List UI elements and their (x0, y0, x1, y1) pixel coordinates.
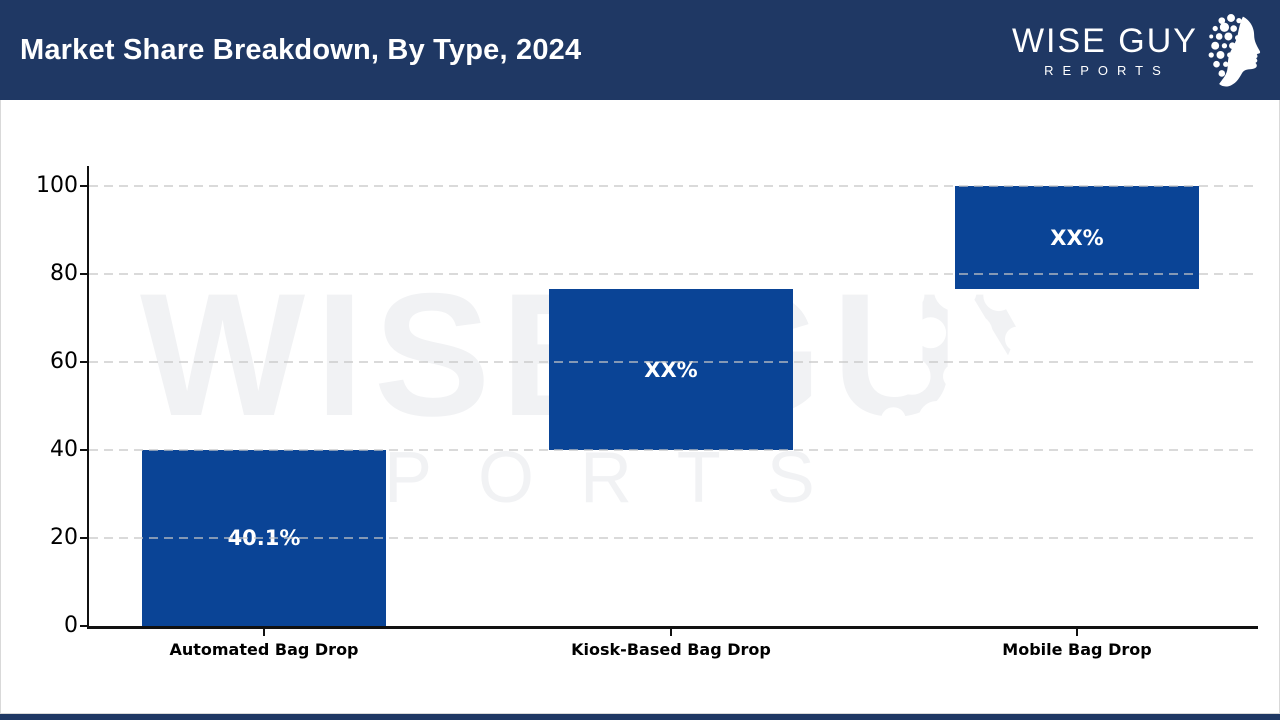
bar-value-label: XX% (1050, 225, 1104, 250)
footer-accent-bar (0, 714, 1280, 720)
x-category-label: Mobile Bag Drop (1002, 640, 1152, 659)
gridline (89, 537, 1258, 539)
y-axis-tick (80, 273, 88, 275)
bar: XX% (955, 186, 1199, 290)
y-tick-label: 40 (50, 437, 78, 462)
gridline (89, 185, 1258, 187)
gridline (89, 449, 1258, 451)
brand-logo: WISE GUY REPORTS (1012, 8, 1268, 94)
brand-head-icon (1208, 14, 1261, 87)
y-axis (87, 166, 89, 628)
y-tick-label: 60 (50, 349, 78, 374)
x-axis-tick (670, 629, 672, 636)
y-axis-tick (80, 361, 88, 363)
page-title: Market Share Breakdown, By Type, 2024 (20, 33, 582, 66)
y-tick-label: 100 (36, 173, 78, 198)
y-axis-tick (80, 625, 88, 627)
y-tick-label: 80 (50, 261, 78, 286)
y-axis-tick (80, 537, 88, 539)
y-tick-label: 0 (64, 613, 78, 638)
brand-name: WISE GUY (1011, 22, 1198, 61)
y-axis-tick (80, 185, 88, 187)
brand-logo-text: WISE GUY REPORTS (1011, 22, 1198, 78)
gridline (89, 273, 1258, 275)
y-tick-label: 20 (50, 525, 78, 550)
y-axis-tick (80, 449, 88, 451)
x-axis-tick (263, 629, 265, 636)
brand-subname: REPORTS (1044, 62, 1170, 78)
gridline (89, 361, 1258, 363)
header-band: Market Share Breakdown, By Type, 2024 WI… (0, 0, 1280, 100)
x-category-label: Automated Bag Drop (169, 640, 359, 659)
x-axis (87, 626, 1258, 629)
x-category-label: Kiosk-Based Bag Drop (571, 640, 771, 659)
x-axis-tick (1076, 629, 1078, 636)
bar: XX% (549, 289, 793, 450)
